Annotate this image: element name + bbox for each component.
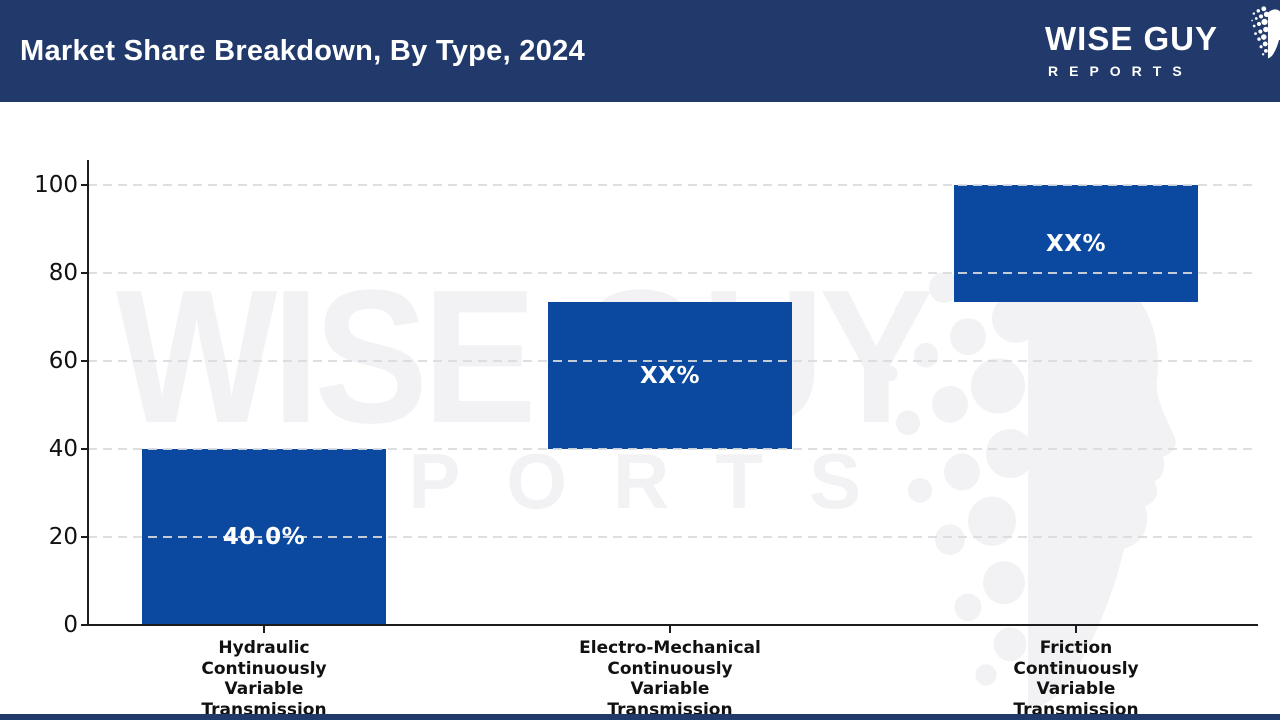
- page-title: Market Share Breakdown, By Type, 2024: [20, 34, 586, 67]
- y-tick-mark: [81, 624, 88, 626]
- y-tick-mark: [81, 448, 88, 450]
- logo-face-icon: [1251, 6, 1280, 59]
- wise-guy-logo: WISE GUY REPORTS: [1045, 6, 1280, 79]
- bar-value-label: XX%: [639, 362, 700, 389]
- x-tick-mark: [1075, 626, 1077, 633]
- y-axis-line: [87, 160, 89, 626]
- y-tick-label: 20: [48, 524, 78, 550]
- category-label: Friction Continuously Variable Transmiss…: [1013, 638, 1139, 720]
- bar-value-label: XX%: [1045, 230, 1106, 257]
- category-label: Electro-Mechanical Continuously Variable…: [579, 638, 761, 720]
- y-tick-label: 40: [48, 436, 78, 462]
- bar: [548, 302, 792, 449]
- x-tick-mark: [263, 626, 265, 633]
- y-tick-label: 60: [48, 348, 78, 374]
- header-bar: Market Share Breakdown, By Type, 2024 WI…: [0, 0, 1280, 102]
- y-tick-mark: [81, 272, 88, 274]
- y-tick-label: 0: [63, 612, 78, 638]
- y-tick-mark: [81, 184, 88, 186]
- logo-wordmark: WISE GUY: [1045, 20, 1218, 57]
- y-tick-label: 100: [34, 172, 78, 198]
- footer-bar: [0, 714, 1280, 720]
- gridline: [88, 184, 1258, 186]
- watermark-wordmark: WISE GUY: [116, 251, 933, 463]
- logo-reports-label: REPORTS: [1048, 63, 1193, 79]
- gridline: [88, 272, 1258, 274]
- category-label: Hydraulic Continuously Variable Transmis…: [201, 638, 327, 720]
- gridline: [88, 536, 1258, 538]
- bar-value-label: 40.0%: [222, 524, 306, 550]
- gridline: [88, 448, 1258, 450]
- x-tick-mark: [669, 626, 671, 633]
- gridline: [88, 360, 1258, 362]
- y-tick-label: 80: [48, 260, 78, 286]
- y-tick-mark: [81, 360, 88, 362]
- x-axis-line: [88, 624, 1258, 626]
- bar: [954, 185, 1198, 303]
- y-tick-mark: [81, 536, 88, 538]
